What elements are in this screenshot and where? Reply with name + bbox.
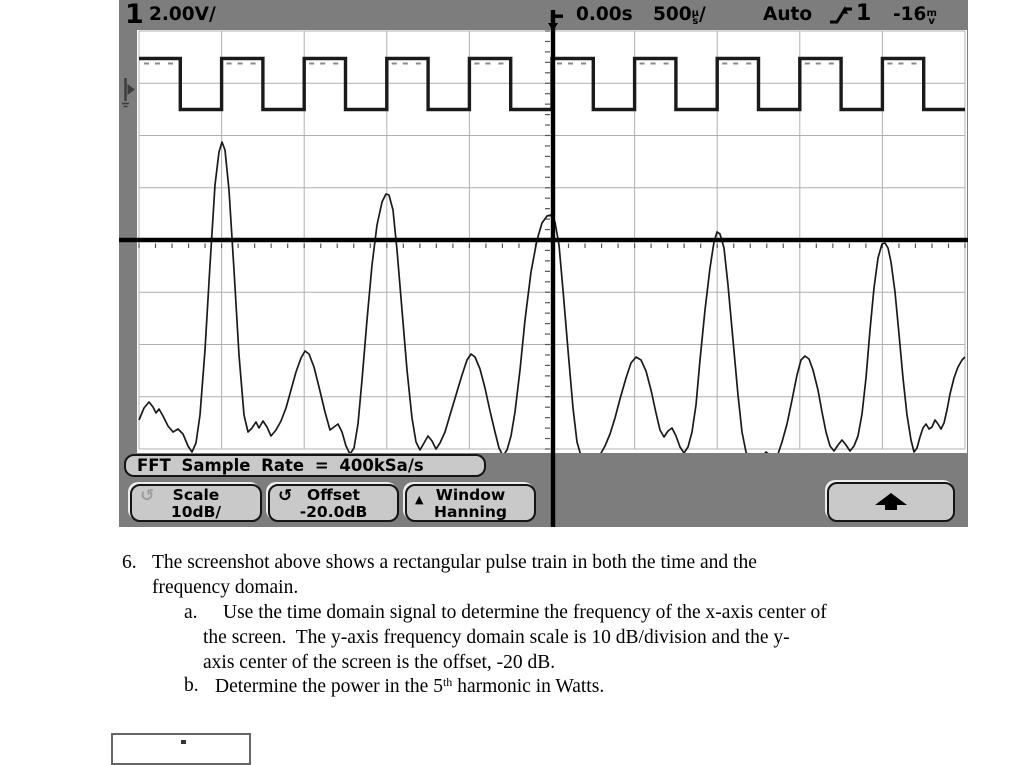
question-number: 6.: [122, 552, 137, 573]
softkey-window-title: Window: [435, 486, 506, 504]
timebase-readout: 500 µ s /: [653, 4, 706, 27]
rotate-knob-icon: ↺: [278, 486, 293, 506]
softkey-scale-value: 10dB/: [170, 503, 222, 521]
item-b-text: Determine the power in the 5th harmonic …: [215, 675, 605, 697]
softkey-offset-value: -20.0dB: [299, 503, 368, 521]
softkey-offset[interactable]: ↺ Offset -20.0dB: [268, 484, 399, 522]
answer-box-mark: [181, 740, 186, 744]
item-a-line2: the screen. The y-axis frequency domain …: [203, 627, 790, 648]
fft-sample-rate-text: FFT Sample Rate = 400kSa/s: [137, 456, 424, 475]
triangle-up-icon: ▲: [415, 493, 424, 506]
trigger-level-readout: -16 m v: [893, 4, 937, 27]
softkey-scale-title: Scale: [172, 486, 220, 504]
menu-up-arrow-icon: [875, 493, 907, 510]
softkey-menu-up-button[interactable]: [827, 482, 955, 522]
answer-box[interactable]: [111, 733, 251, 765]
channel-number-badge: 1: [125, 0, 144, 30]
item-b-label: b.: [184, 675, 199, 696]
softkey-offset-title: Offset: [307, 486, 360, 504]
scope-display-screen: [137, 30, 967, 453]
softkey-scale[interactable]: ↺ Scale 10dB/: [130, 484, 262, 522]
trigger-source-readout: 1: [856, 1, 872, 26]
softkey-window[interactable]: ▲ Window Hanning: [405, 484, 536, 522]
fft-sample-rate-tab: FFT Sample Rate = 400kSa/s: [124, 454, 486, 477]
trigger-mode-readout: Auto: [763, 4, 813, 25]
question-intro-line1: The screenshot above shows a rectangular…: [152, 552, 757, 573]
superscript-th: th: [442, 675, 453, 689]
item-a-label: a.: [184, 602, 198, 623]
time-position-readout: 0.00s: [576, 4, 633, 25]
channel-scale-readout: 2.00V/: [149, 4, 216, 25]
rising-edge-trigger-icon: [830, 6, 852, 24]
softkey-window-value: Hanning: [434, 503, 507, 521]
item-a-line3: axis center of the screen is the offset,…: [203, 652, 556, 673]
question-intro-line2: frequency domain.: [152, 577, 299, 598]
rotate-knob-icon: ↺: [140, 486, 155, 506]
item-a-line1: Use the time domain signal to determine …: [223, 602, 827, 623]
